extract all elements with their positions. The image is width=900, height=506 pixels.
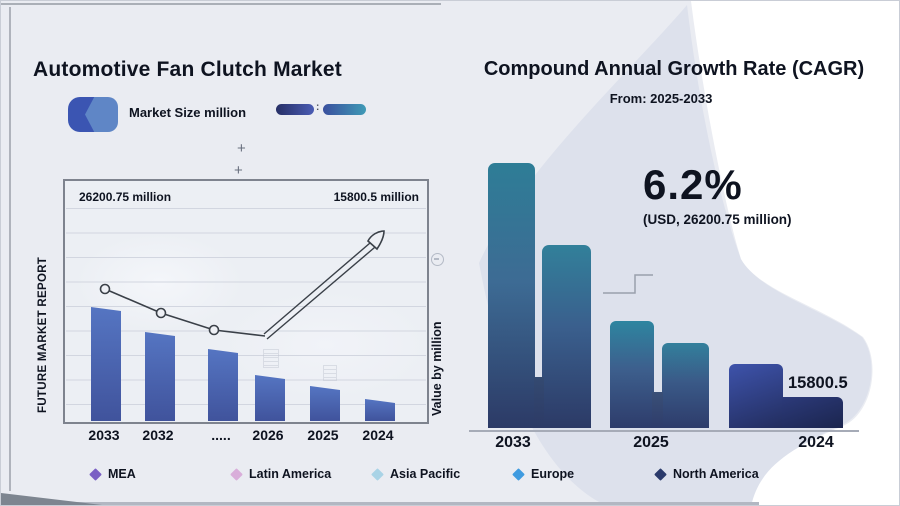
value-label-15800: 15800.5 xyxy=(788,374,848,392)
bar-2024 xyxy=(365,399,395,421)
europe-diamond-icon xyxy=(512,467,525,481)
bar-2032 xyxy=(145,332,175,421)
bar-2026 xyxy=(255,375,285,421)
x-label-2032: 2032 xyxy=(142,427,174,443)
chart-max-value-label: 26200.75 million xyxy=(79,190,172,204)
x-label-2025: 2025 xyxy=(307,427,339,443)
legend-item-north-america: North America xyxy=(654,467,759,481)
cagr-x-label-2025: 2025 xyxy=(633,434,669,451)
cagr-subtitle: From: 2025-2033 xyxy=(609,91,713,106)
future-market-report-watermark: FUTURE MARKET REPORT xyxy=(37,256,49,413)
ratio-colon: : xyxy=(316,102,320,113)
legend-label: Europe xyxy=(531,467,575,481)
cagr-bar-2025-base xyxy=(652,392,663,428)
ratio-pill-right xyxy=(323,104,366,115)
bar-intermediate xyxy=(208,349,238,421)
x-label-2024: 2024 xyxy=(362,427,394,443)
legend-item-mea: MEA xyxy=(89,467,136,481)
page-title: Automotive Fan Clutch Market xyxy=(33,58,342,81)
cagr-value: 6.2% xyxy=(643,161,743,208)
step-decoration xyxy=(603,274,653,294)
legend-label: Latin America xyxy=(249,467,332,481)
trend-line-arrow xyxy=(99,230,385,340)
bar-2033 xyxy=(91,307,121,421)
cagr-bar-2033-b xyxy=(542,245,591,428)
mea-diamond-icon xyxy=(89,467,102,481)
cagr-x-label-2024: 2024 xyxy=(798,434,834,451)
cagr-bar-2025-a xyxy=(610,321,654,428)
value-axis-label: Value by million xyxy=(430,321,444,416)
cagr-bar-2033-base xyxy=(534,377,544,428)
minus-circle-icon xyxy=(431,253,444,266)
legend-item-europe: Europe xyxy=(512,467,575,481)
cagr-detail: (USD, 26200.75 million) xyxy=(643,212,792,227)
cagr-x-label-2033: 2033 xyxy=(495,434,531,451)
x-label-2026: 2026 xyxy=(252,427,284,443)
cagr-bar-2024-a xyxy=(729,364,783,428)
cagr-bar-2024-b xyxy=(782,397,843,428)
chart-gridlines xyxy=(66,208,426,405)
cagr-x-axis xyxy=(469,430,859,432)
latin-america-diamond-icon xyxy=(230,467,243,481)
legend-item-latin-america: Latin America xyxy=(230,467,332,481)
x-label-dots: ..... xyxy=(211,427,231,443)
plus-decoration-1: + xyxy=(237,140,246,157)
market-size-legend-label: Market Size million xyxy=(129,105,247,120)
north-america-diamond-icon xyxy=(654,467,667,481)
asia-pacific-diamond-icon xyxy=(371,467,384,481)
legend-label: North America xyxy=(673,467,759,481)
legend-label: MEA xyxy=(108,467,136,481)
legend-label: Asia Pacific xyxy=(390,467,461,481)
bar-2025 xyxy=(310,386,340,421)
ratio-pill-left xyxy=(276,104,314,115)
chart-min-value-label: 15800.5 million xyxy=(333,190,419,204)
cagr-bar-2033-a xyxy=(488,163,535,428)
cagr-bar-2025-b xyxy=(662,343,709,428)
x-label-2033: 2033 xyxy=(88,427,120,443)
cagr-title: Compound Annual Growth Rate (CAGR) xyxy=(483,58,865,80)
document-watermark-icon xyxy=(263,349,279,368)
legend-item-asia-pacific: Asia Pacific xyxy=(371,467,461,481)
document-watermark-icon xyxy=(323,365,337,381)
market-size-chart: 26200.75 million 15800.5 million xyxy=(63,179,429,424)
plus-decoration-2: + xyxy=(234,162,243,179)
